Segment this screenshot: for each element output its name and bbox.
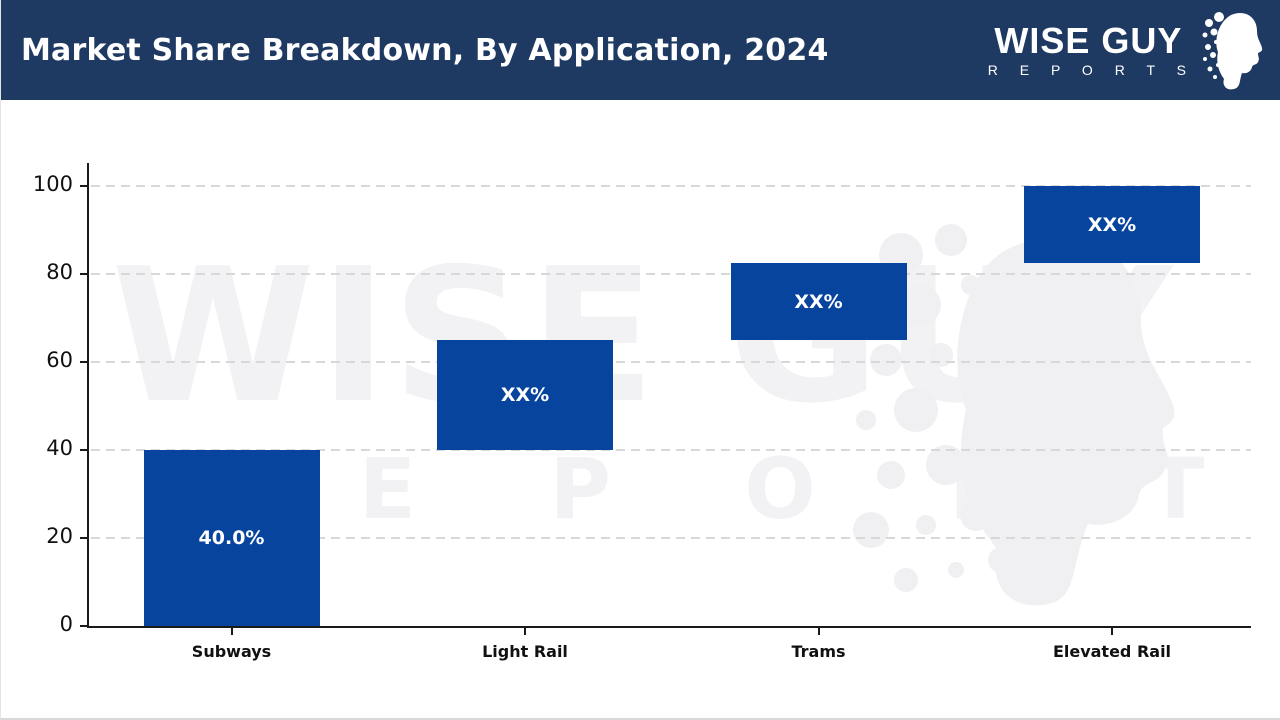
x-tick-mark-1: [524, 628, 526, 635]
y-tick-label-100: 100: [32, 172, 73, 196]
bar-value-label: XX%: [500, 384, 550, 406]
gridline-20: [91, 537, 1251, 539]
header-bar: Market Share Breakdown, By Application, …: [1, 0, 1280, 100]
x-tick-mark-0: [230, 628, 233, 635]
gridline-40: [91, 449, 1251, 451]
logo-text: WISE GUY R E P O R T S: [982, 20, 1195, 78]
bar-elevated-rail: XX%: [1024, 186, 1200, 263]
y-tick-mark-40: [80, 449, 89, 451]
bar-value-label: XX%: [794, 290, 843, 313]
bar-value-label: 40.0%: [198, 527, 265, 549]
y-tick-label-0: 0: [59, 612, 73, 636]
x-tick-mark-3: [1111, 628, 1113, 635]
y-tick-label-40: 40: [46, 436, 73, 460]
x-category-label-3: Elevated Rail: [1052, 642, 1172, 661]
y-tick-label-80: 80: [46, 260, 73, 284]
y-tick-mark-60: [80, 361, 89, 363]
x-tick-mark-2: [817, 628, 820, 635]
y-tick-mark-20: [80, 537, 89, 539]
bar-trams: XX%: [730, 263, 907, 340]
logo-subtitle: R E P O R T S: [987, 62, 1195, 78]
gridline-60: [91, 361, 1251, 363]
plot-area: 0 20 40 60 80 100 40.0% Subways XX% Light Rail XX%…: [1, 100, 1280, 720]
gridline-100: [91, 185, 1251, 187]
gridline-80: [91, 273, 1251, 275]
logo-wordmark: WISE GUY: [994, 20, 1183, 61]
watermark: WISE GUY R E P O R T S: [1, 100, 1280, 720]
y-tick-label-60: 60: [46, 348, 73, 372]
bar-light-rail: XX%: [437, 340, 613, 450]
bar-subways: 40.0%: [143, 450, 320, 626]
x-category-label-2: Trams: [791, 642, 846, 661]
y-axis-line: [87, 163, 89, 628]
x-category-label-1: Light Rail: [482, 642, 568, 661]
x-category-label-0: Subways: [191, 642, 272, 661]
wiseguy-logo: WISE GUY R E P O R T S: [982, 0, 1263, 100]
y-tick-mark-100: [80, 185, 89, 187]
x-axis-line: [87, 626, 1251, 628]
y-tick-label-20: 20: [46, 524, 73, 548]
bar-value-label: XX%: [1087, 213, 1137, 236]
logo-face-icon: [1202, 12, 1263, 90]
y-tick-mark-0: [80, 625, 89, 627]
chart-title: Market Share Breakdown, By Application, …: [21, 32, 829, 68]
y-tick-mark-80: [80, 273, 89, 275]
